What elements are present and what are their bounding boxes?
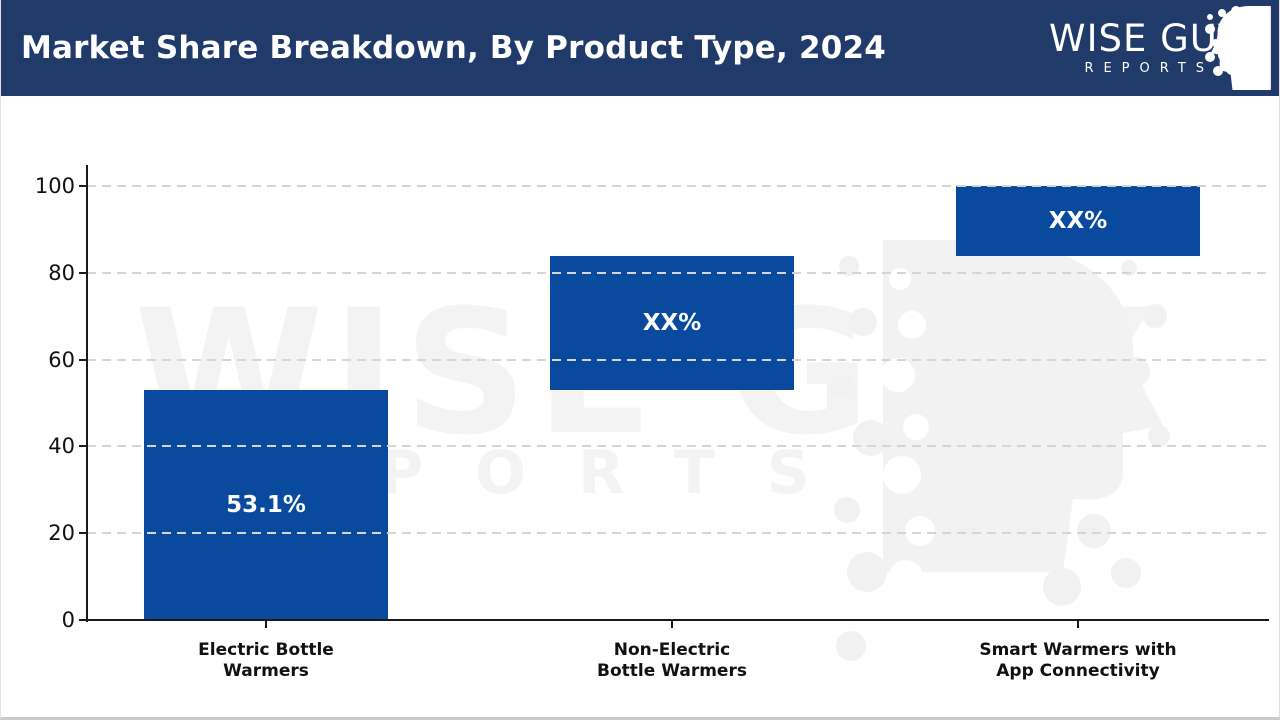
x-axis-category-label: Smart Warmers with App Connectivity <box>979 640 1177 681</box>
watermark-dots-icon <box>839 256 859 276</box>
x-axis-line <box>86 619 1269 621</box>
gridline <box>87 445 1269 448</box>
gridline <box>87 271 1269 274</box>
waterfall-bar: 53.1% <box>144 389 388 620</box>
x-axis-tick <box>1077 621 1079 628</box>
watermark-face-icon <box>883 239 1163 573</box>
y-axis-tick <box>79 532 87 535</box>
wise-guy-reports-logo: WISE GUY REPORTS <box>1011 0 1273 96</box>
y-axis-tick-label: 0 <box>61 608 75 632</box>
chart-title: Market Share Breakdown, By Product Type,… <box>21 30 887 66</box>
x-axis-category-label: Electric Bottle Warmers <box>198 640 334 681</box>
waterfall-bar: XX% <box>956 186 1200 256</box>
y-axis-tick <box>79 445 87 448</box>
y-axis-tick <box>79 185 87 187</box>
x-axis-tick <box>265 621 267 628</box>
gridline <box>87 532 1269 535</box>
header: Market Share Breakdown, By Product Type,… <box>1 0 1279 96</box>
logo-dots-icon <box>1207 14 1213 20</box>
gridline <box>87 185 1269 187</box>
bar-value-label: 53.1% <box>226 491 306 518</box>
y-axis-tick <box>79 271 87 274</box>
y-axis-tick-label: 20 <box>48 521 75 546</box>
logo-face-icon <box>1211 5 1271 91</box>
y-axis-tick <box>79 358 87 361</box>
y-axis-tick-label: 80 <box>48 260 75 285</box>
y-axis-tick <box>79 619 87 621</box>
y-axis-tick-label: 40 <box>48 434 75 459</box>
logo-text: WISE GUY REPORTS <box>1049 17 1242 77</box>
gridline <box>87 358 1269 361</box>
waterfall-bar: XX% <box>550 255 794 390</box>
x-axis-category-label: Non-Electric Bottle Warmers <box>597 640 747 681</box>
y-axis-tick-label: 60 <box>48 347 75 372</box>
x-axis-tick <box>671 621 673 628</box>
logo-wordmark: WISE GUY <box>1049 17 1242 60</box>
logo-subtitle: REPORTS <box>1084 61 1215 76</box>
watermark-dots-icon <box>953 516 979 542</box>
bar-value-label: XX% <box>642 309 702 336</box>
y-axis-line <box>86 165 88 622</box>
bar-value-label: XX% <box>1048 207 1108 234</box>
y-axis-tick-label: 100 <box>34 174 75 198</box>
